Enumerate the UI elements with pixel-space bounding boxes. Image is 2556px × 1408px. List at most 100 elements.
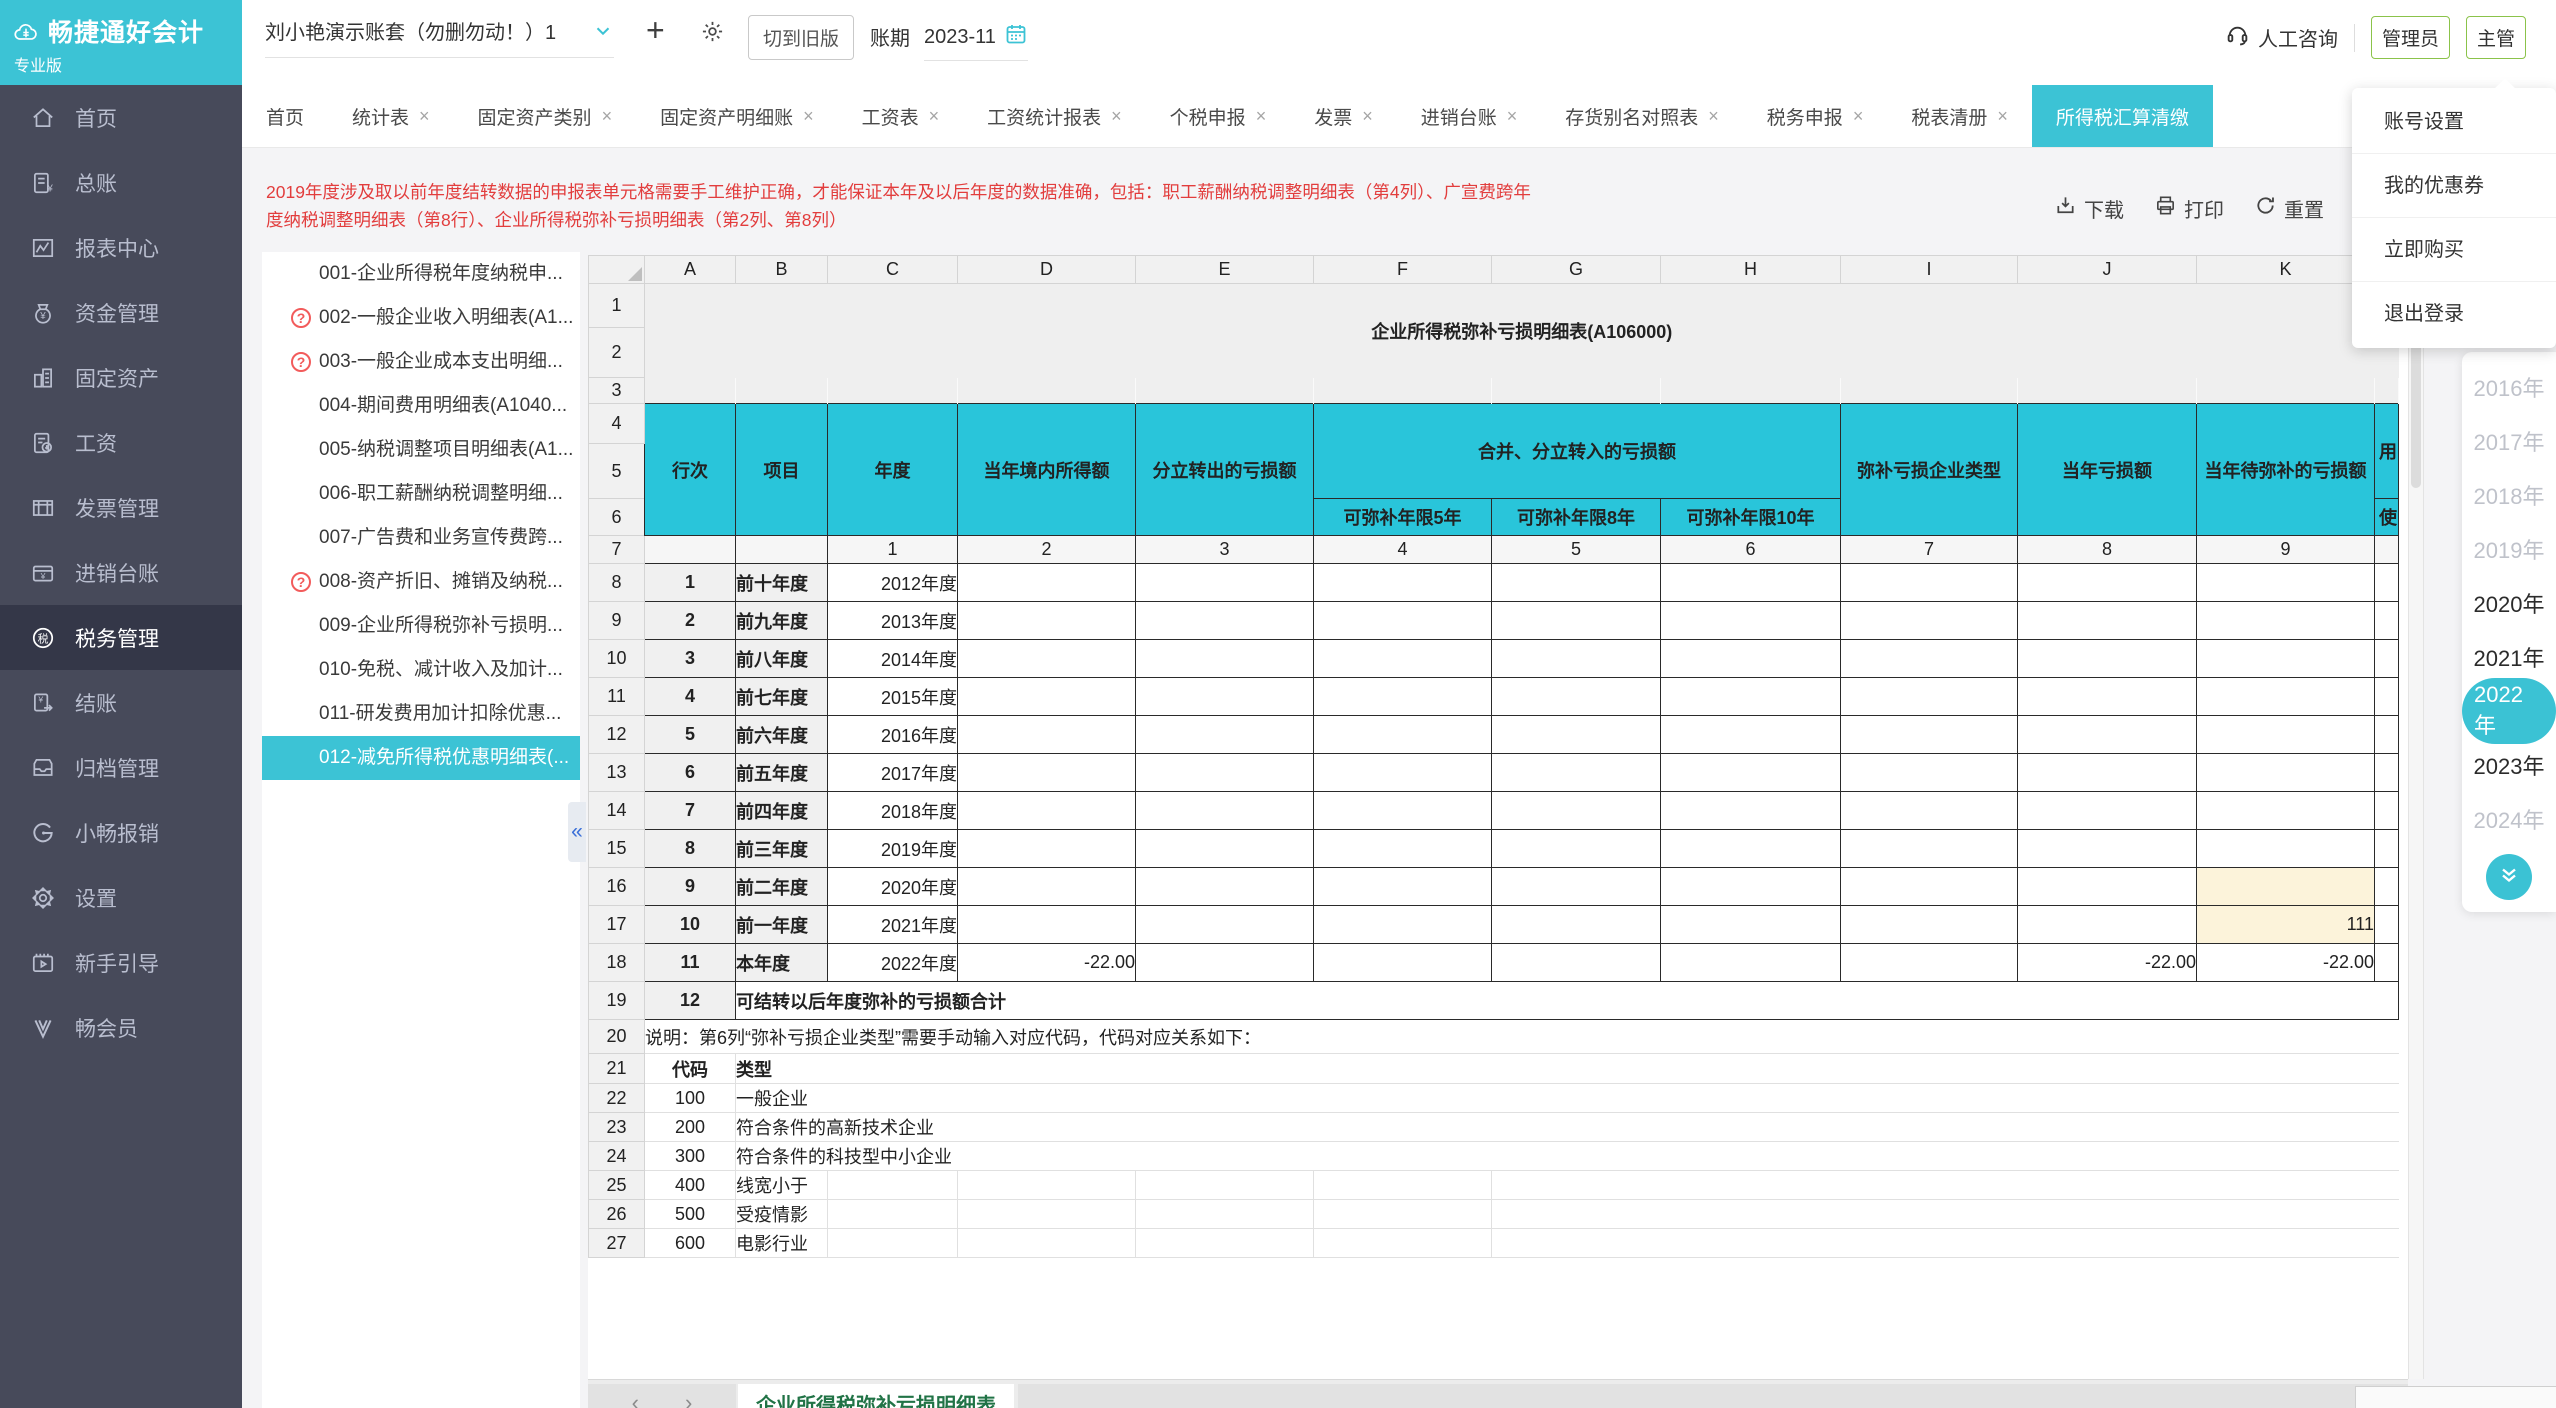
admin-button[interactable]: 管理员 (2370, 16, 2450, 59)
grid-cell[interactable] (644, 535, 736, 564)
grid-cell[interactable] (957, 753, 1136, 792)
row-header[interactable]: 12 (588, 715, 645, 754)
sidebar-item-report[interactable]: 报表中心 (0, 215, 242, 280)
grid-cell[interactable] (957, 867, 1136, 906)
grid-cell[interactable] (957, 1199, 1136, 1229)
row-header[interactable]: 25 (588, 1170, 645, 1200)
grid-cell[interactable] (2196, 791, 2375, 830)
grid-cell[interactable] (2017, 715, 2197, 754)
grid-cell[interactable]: 10 (644, 905, 736, 944)
grid-cell[interactable] (1660, 829, 1841, 868)
grid-cell[interactable]: 8 (644, 829, 736, 868)
grid-cell[interactable]: 2 (644, 601, 736, 640)
grid-cell[interactable] (2374, 677, 2399, 716)
column-header-D[interactable]: D (957, 255, 1136, 284)
grid-cell[interactable]: 符合条件的科技型中小企业 (735, 1141, 2399, 1171)
row-header[interactable]: 8 (588, 563, 645, 602)
close-icon[interactable]: × (1111, 105, 1122, 126)
grid-cell[interactable] (1491, 905, 1661, 944)
row-header[interactable]: 16 (588, 867, 645, 906)
grid-cell[interactable] (1660, 715, 1841, 754)
row-header[interactable]: 20 (588, 1019, 645, 1054)
grid-cell[interactable] (1840, 601, 2018, 640)
close-icon[interactable]: × (928, 105, 940, 126)
grid-cell[interactable] (2017, 639, 2197, 678)
grid-cell[interactable]: 可结转以后年度弥补的亏损额合计 (735, 981, 2399, 1020)
row-header[interactable]: 6 (588, 498, 645, 536)
row-header[interactable]: 26 (588, 1199, 645, 1229)
row-header[interactable]: 13 (588, 753, 645, 792)
year-nav-item[interactable]: 2017年 (2473, 430, 2545, 455)
grid-cell[interactable] (2017, 905, 2197, 944)
grid-cell[interactable] (2374, 791, 2399, 830)
grid-cell[interactable]: 前十年度 (735, 563, 828, 602)
grid-cell[interactable]: 6 (644, 753, 736, 792)
grid-cell[interactable] (1660, 753, 1841, 792)
support-link[interactable]: 人工咨询 (2225, 22, 2338, 53)
close-icon[interactable]: × (803, 105, 814, 126)
grid-cell[interactable]: 线宽小于 (735, 1170, 828, 1200)
row-header[interactable]: 7 (588, 535, 645, 564)
report-list-item[interactable]: ? 002-一般企业收入明细表(A1... (262, 296, 580, 340)
collapse-panel-handle[interactable]: « (568, 802, 586, 862)
grid-cell[interactable]: 400 (644, 1170, 736, 1200)
row-header[interactable]: 4 (588, 403, 645, 444)
tab-active[interactable]: 所得税汇算清缴 (2031, 85, 2213, 147)
grid-cell[interactable]: 2018年度 (827, 791, 958, 830)
grid-cell[interactable] (1840, 791, 2018, 830)
grid-cell[interactable] (2017, 677, 2197, 716)
sidebar-item-closing[interactable]: ¥ 结账 (0, 670, 242, 735)
grid-cell[interactable] (1840, 639, 2018, 678)
grid-cell[interactable]: 5 (644, 715, 736, 754)
grid-cell[interactable]: 可弥补年限10年 (1660, 498, 1841, 536)
close-icon[interactable]: × (1362, 105, 1373, 126)
grid-cell[interactable]: 前五年度 (735, 753, 828, 792)
grid-cell[interactable] (1491, 639, 1661, 678)
grid-cell[interactable] (957, 639, 1136, 678)
close-icon[interactable]: × (601, 105, 613, 126)
grid-cell[interactable]: 分立转出的亏损额 (1135, 403, 1314, 536)
grid-cell[interactable]: 9 (2196, 535, 2375, 564)
grid-cell[interactable] (1840, 377, 2018, 404)
grid-cell[interactable] (1660, 905, 1841, 944)
user-menu-item[interactable]: 我的优惠券 (2352, 154, 2556, 218)
grid-corner-cell[interactable] (588, 255, 645, 284)
column-header-J[interactable]: J (2017, 255, 2197, 284)
year-nav-item[interactable]: 2024年 (2473, 808, 2545, 833)
column-header-H[interactable]: H (1660, 255, 1841, 284)
more-years-button[interactable] (2486, 854, 2532, 900)
row-header[interactable]: 27 (588, 1228, 645, 1258)
grid-cell[interactable]: 受疫情影 (735, 1199, 828, 1229)
download-button[interactable]: 下载 (2054, 194, 2124, 223)
year-nav-item[interactable]: 2022年 (2462, 678, 2556, 744)
grid-cell[interactable]: 111 (2196, 905, 2375, 944)
grid-cell[interactable] (827, 1199, 958, 1229)
report-list-item[interactable]: 001-企业所得税年度纳税申... (262, 252, 580, 296)
grid-cell[interactable]: 当年亏损额 (2017, 403, 2197, 536)
grid-cell[interactable] (1660, 867, 1841, 906)
supervisor-button[interactable]: 主管 (2465, 16, 2526, 59)
grid-cell[interactable] (827, 377, 958, 404)
grid-cell[interactable]: -22.00 (957, 943, 1136, 982)
grid-cell[interactable] (1313, 753, 1492, 792)
row-header[interactable]: 11 (588, 677, 645, 716)
sidebar-item-assets[interactable]: 固定资产 (0, 345, 242, 410)
row-header[interactable]: 3 (588, 377, 645, 404)
grid-cell[interactable] (1491, 753, 1661, 792)
grid-cell[interactable] (957, 563, 1136, 602)
grid-cell[interactable] (1840, 905, 2018, 944)
grid-cell[interactable]: 9 (644, 867, 736, 906)
grid-cell[interactable] (2374, 753, 2399, 792)
grid-cell[interactable]: 前三年度 (735, 829, 828, 868)
grid-cell[interactable]: 2022年度 (827, 943, 958, 982)
next-sheet-icon[interactable]: › (685, 1390, 693, 1408)
grid-cell[interactable] (2374, 715, 2399, 754)
grid-cell[interactable] (1840, 943, 2018, 982)
grid-cell[interactable] (2374, 563, 2399, 602)
help-question-icon[interactable]: ? (291, 308, 311, 328)
grid-cell[interactable] (1135, 715, 1314, 754)
report-list-item[interactable]: 007-广告费和业务宣传费跨... (262, 516, 580, 560)
year-nav-item[interactable]: 2016年 (2473, 376, 2545, 401)
tab-item[interactable]: 工资表 × (838, 85, 964, 147)
sidebar-item-settings[interactable]: 设置 (0, 865, 242, 930)
